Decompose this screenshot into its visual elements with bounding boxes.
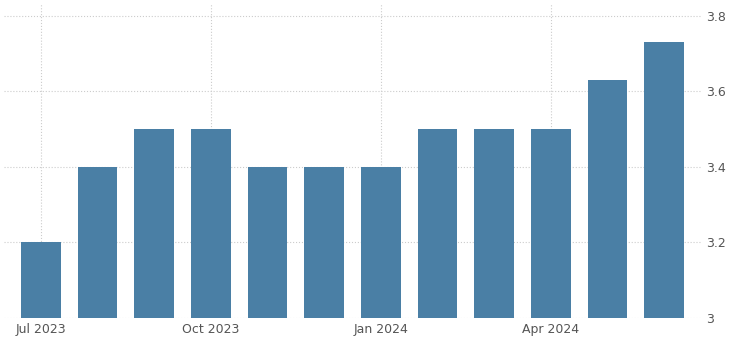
Bar xyxy=(474,129,514,318)
Bar xyxy=(134,129,174,318)
Bar xyxy=(418,129,458,318)
Bar xyxy=(247,167,288,318)
Bar xyxy=(588,80,628,318)
Bar xyxy=(645,42,684,318)
Bar xyxy=(361,167,401,318)
Bar xyxy=(304,167,344,318)
Bar xyxy=(21,242,61,318)
Bar xyxy=(531,129,571,318)
Bar xyxy=(191,129,231,318)
Bar xyxy=(78,167,118,318)
